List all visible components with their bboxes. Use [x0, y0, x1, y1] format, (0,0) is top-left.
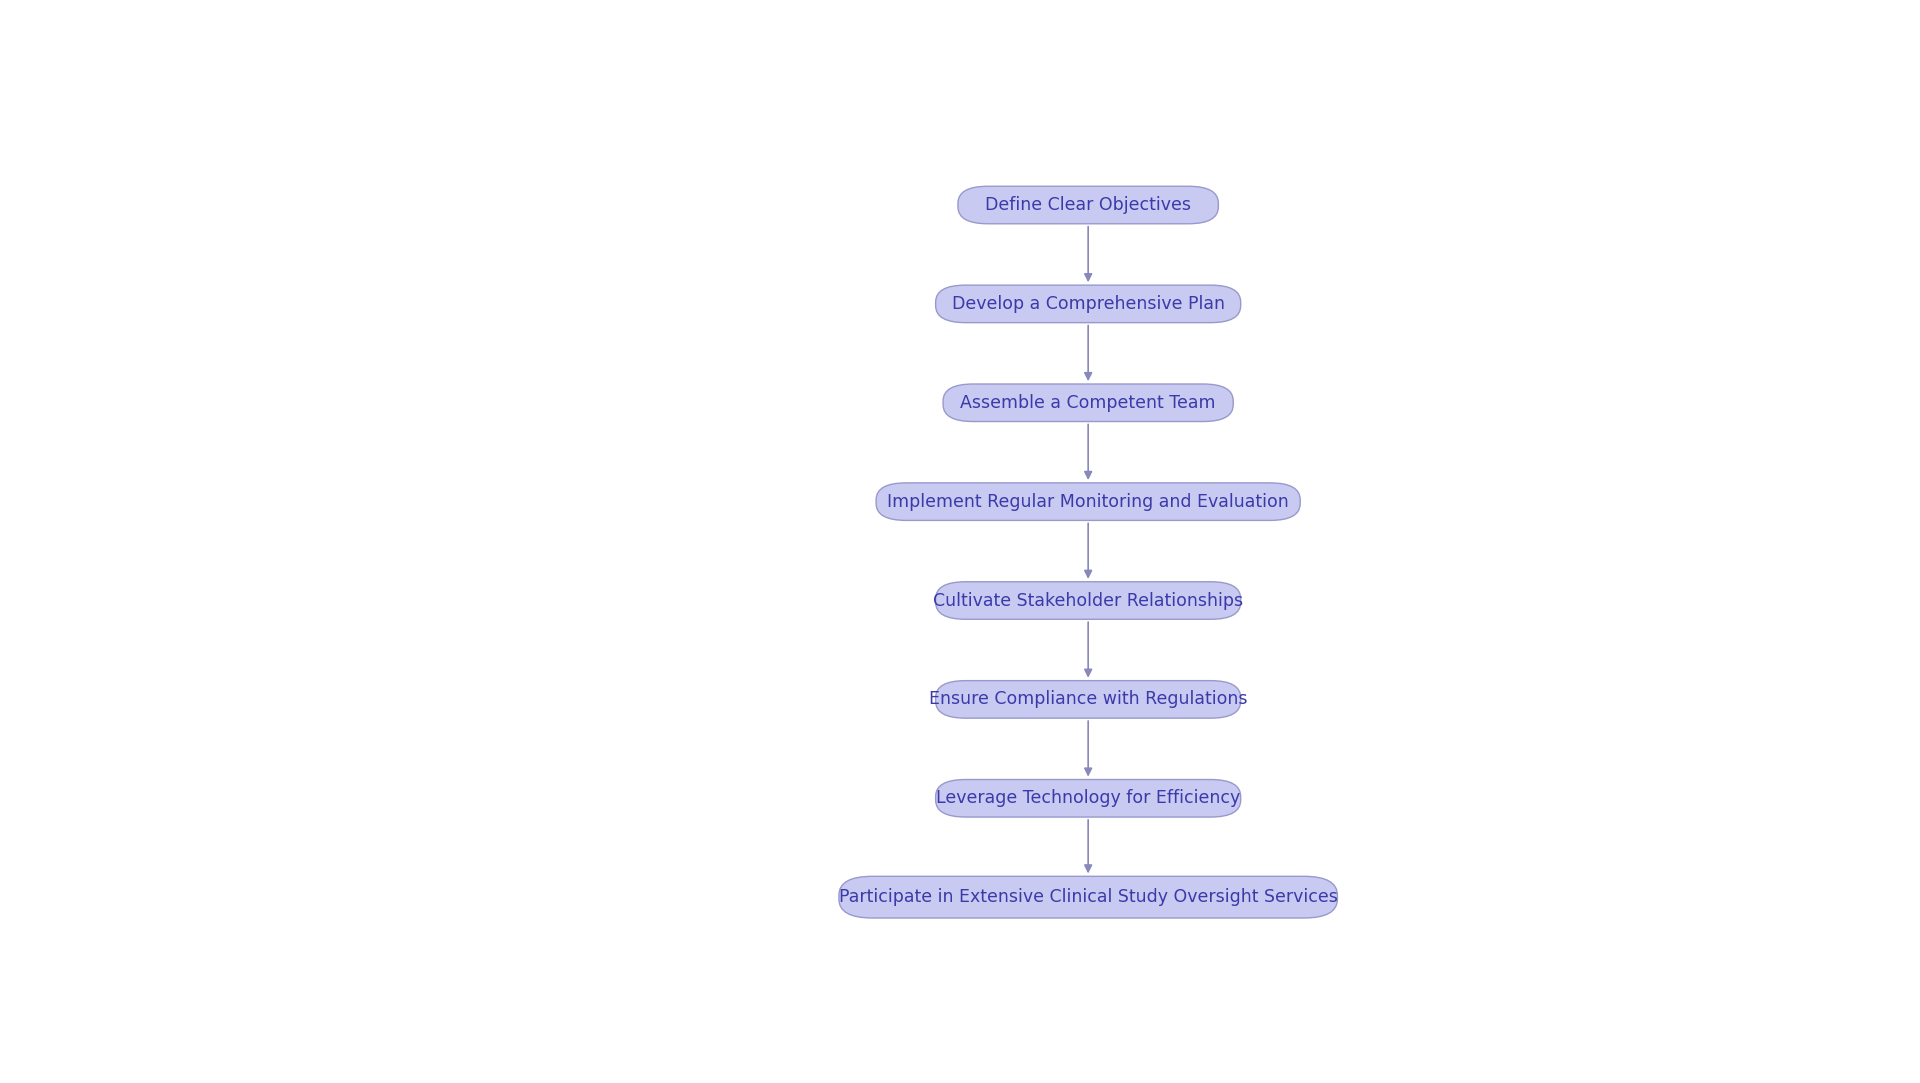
Text: Cultivate Stakeholder Relationships: Cultivate Stakeholder Relationships	[933, 591, 1244, 610]
FancyBboxPatch shape	[958, 186, 1219, 224]
Text: Ensure Compliance with Regulations: Ensure Compliance with Regulations	[929, 690, 1248, 708]
Text: Implement Regular Monitoring and Evaluation: Implement Regular Monitoring and Evaluat…	[887, 493, 1288, 511]
FancyBboxPatch shape	[935, 582, 1240, 619]
FancyBboxPatch shape	[935, 680, 1240, 718]
FancyBboxPatch shape	[943, 384, 1233, 421]
Text: Participate in Extensive Clinical Study Oversight Services: Participate in Extensive Clinical Study …	[839, 888, 1338, 906]
FancyBboxPatch shape	[935, 285, 1240, 323]
Text: Leverage Technology for Efficiency: Leverage Technology for Efficiency	[937, 790, 1240, 807]
FancyBboxPatch shape	[935, 780, 1240, 817]
FancyBboxPatch shape	[876, 483, 1300, 521]
Text: Assemble a Competent Team: Assemble a Competent Team	[960, 394, 1215, 412]
Text: Define Clear Objectives: Define Clear Objectives	[985, 196, 1190, 214]
FancyBboxPatch shape	[839, 876, 1338, 918]
Text: Develop a Comprehensive Plan: Develop a Comprehensive Plan	[952, 295, 1225, 313]
